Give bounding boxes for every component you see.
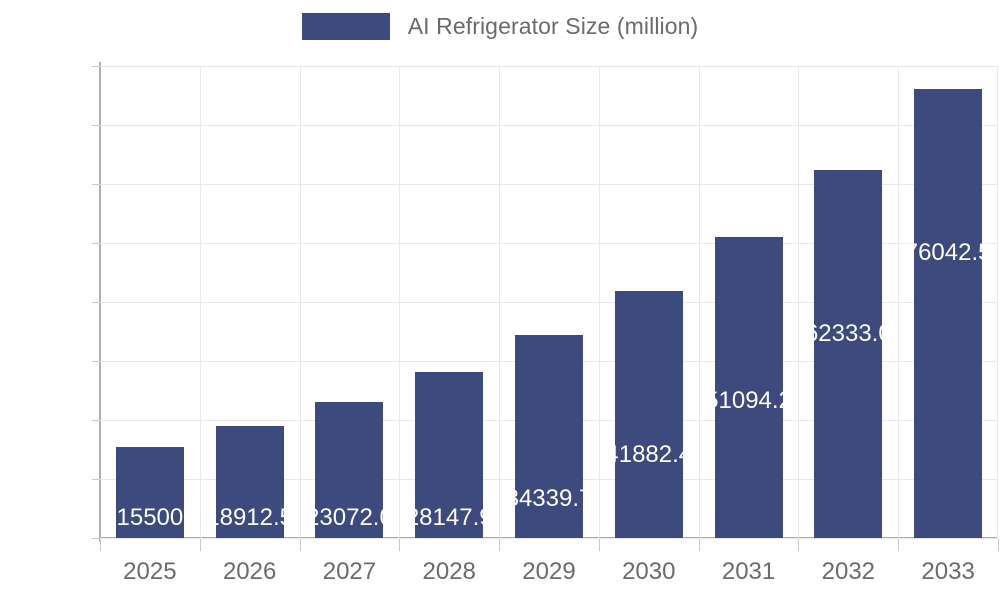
plot-area: 15500 18912.5 23072.0 28147.9 34339.7 41882.4…: [100, 66, 998, 539]
y-tick-mark: [92, 420, 100, 421]
x-tick-mark: [699, 539, 700, 551]
gridline-horizontal: [100, 538, 998, 539]
gridline-horizontal: [100, 184, 998, 185]
x-tick-mark: [599, 539, 600, 551]
x-tick-label-2029: 2029: [522, 558, 576, 585]
x-tick-label-2026: 2026: [222, 558, 277, 585]
chart-legend: AI Refrigerator Size (million): [0, 8, 1000, 44]
y-tick-mark: [92, 361, 100, 362]
x-tick-label-2028: 2028: [422, 558, 476, 585]
bar-2028[interactable]: [415, 371, 484, 538]
y-tick-mark: [92, 538, 100, 539]
x-tick-mark: [898, 539, 899, 551]
gridline-horizontal: [100, 66, 998, 67]
gridline-vertical: [798, 66, 799, 538]
gridline-horizontal: [100, 243, 998, 244]
bar-2033[interactable]: [914, 89, 983, 538]
gridline-vertical: [399, 66, 400, 538]
x-tick-label-2031: 2031: [721, 558, 776, 585]
legend-swatch-icon: [301, 12, 390, 40]
gridline-vertical: [898, 66, 899, 538]
bar-2032[interactable]: [814, 170, 883, 538]
y-tick-mark: [92, 479, 100, 480]
x-tick-mark: [798, 539, 799, 551]
y-tick-mark: [92, 184, 100, 185]
x-tick-label-2030: 2030: [622, 558, 676, 585]
y-tick-mark: [92, 243, 100, 244]
bar-2029[interactable]: [515, 335, 583, 538]
gridline-vertical: [499, 66, 500, 538]
x-tick-mark: [998, 539, 999, 551]
legend-label: AI Refrigerator Size (million): [407, 12, 699, 39]
x-tick-label-2033: 2033: [921, 558, 975, 585]
x-tick-mark: [200, 539, 201, 551]
bar-2025[interactable]: [115, 446, 184, 538]
bar-2031[interactable]: [714, 236, 783, 538]
y-tick-mark: [92, 66, 100, 67]
gridline-horizontal: [100, 125, 998, 126]
gridline-vertical: [200, 66, 201, 538]
x-tick-mark: [399, 539, 400, 551]
x-tick-label-2027: 2027: [322, 558, 377, 585]
x-tick-label-2032: 2032: [821, 558, 876, 585]
x-tick-mark: [499, 539, 500, 551]
gridline-horizontal: [100, 302, 998, 303]
x-tick-label-2025: 2025: [123, 558, 177, 585]
x-tick-mark: [300, 539, 301, 551]
x-tick-mark: [100, 539, 101, 551]
bar-2030[interactable]: [614, 290, 683, 538]
gridline-vertical: [599, 66, 600, 538]
gridline-vertical: [699, 66, 700, 538]
bar-2026[interactable]: [215, 426, 284, 538]
legend-item-ai-refrigerator[interactable]: AI Refrigerator Size (million): [301, 12, 699, 40]
bar-2027[interactable]: [315, 401, 384, 538]
gridline-vertical: [300, 66, 301, 538]
y-tick-mark: [92, 125, 100, 126]
y-tick-mark: [92, 302, 100, 303]
